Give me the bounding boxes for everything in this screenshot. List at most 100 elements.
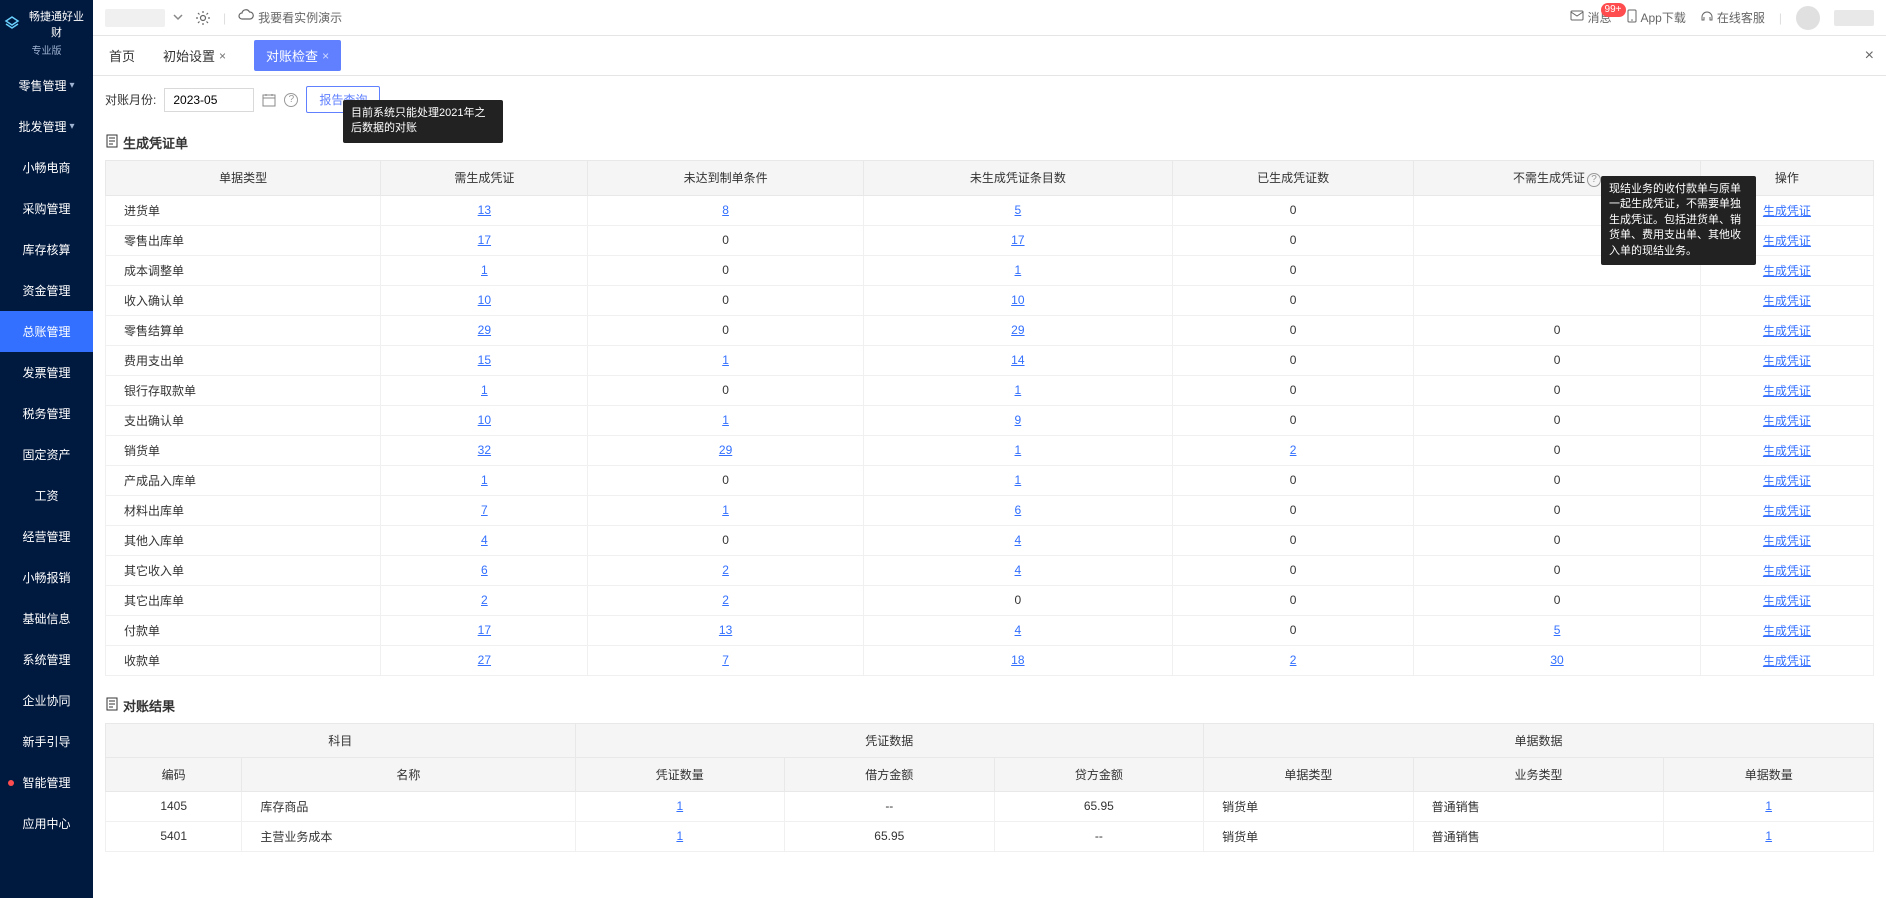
close-icon[interactable]: ×: [322, 49, 329, 63]
cell-link[interactable]: 13: [478, 203, 491, 217]
cell-link[interactable]: 7: [481, 503, 488, 517]
cell-link[interactable]: 1: [481, 383, 488, 397]
cell-link[interactable]: 15: [478, 353, 491, 367]
cell-link[interactable]: 17: [478, 233, 491, 247]
cell-link[interactable]: 1: [1765, 799, 1772, 813]
cell-link[interactable]: 17: [1011, 233, 1024, 247]
cell-link[interactable]: 1: [1015, 473, 1022, 487]
cell-link[interactable]: 32: [478, 443, 491, 457]
cell-link[interactable]: 29: [719, 443, 732, 457]
sidebar-item[interactable]: 小畅报销: [0, 557, 93, 598]
generate-voucher-link[interactable]: 生成凭证: [1763, 414, 1811, 428]
generate-voucher-link[interactable]: 生成凭证: [1763, 474, 1811, 488]
cell-link[interactable]: 1: [676, 799, 683, 813]
cell-link[interactable]: 1: [481, 263, 488, 277]
sidebar-item[interactable]: 系统管理: [0, 639, 93, 680]
cell-link[interactable]: 10: [478, 293, 491, 307]
cell-link[interactable]: 2: [722, 593, 729, 607]
cell-link[interactable]: 6: [481, 563, 488, 577]
cell-link[interactable]: 2: [481, 593, 488, 607]
generate-voucher-link[interactable]: 生成凭证: [1763, 504, 1811, 518]
sidebar-item[interactable]: 发票管理: [0, 352, 93, 393]
app-download-link[interactable]: App下载: [1626, 9, 1686, 26]
generate-voucher-link[interactable]: 生成凭证: [1763, 624, 1811, 638]
sidebar-item[interactable]: 企业协同: [0, 680, 93, 721]
tab[interactable]: 对账检查×: [254, 40, 341, 71]
cell-link[interactable]: 1: [722, 503, 729, 517]
cell-link[interactable]: 4: [1015, 533, 1022, 547]
sidebar-item[interactable]: 应用中心: [0, 803, 93, 844]
tab[interactable]: 首页: [109, 40, 135, 71]
sidebar-item[interactable]: 采购管理: [0, 188, 93, 229]
generate-voucher-link[interactable]: 生成凭证: [1763, 264, 1811, 278]
cell-link[interactable]: 17: [478, 623, 491, 637]
month-help-icon[interactable]: ?: [284, 93, 298, 107]
cell-link[interactable]: 29: [1011, 323, 1024, 337]
cell-link[interactable]: 14: [1011, 353, 1024, 367]
cell-link[interactable]: 7: [722, 653, 729, 667]
cell-link[interactable]: 1: [722, 413, 729, 427]
cell-link[interactable]: 1: [722, 353, 729, 367]
messages-link[interactable]: 消息 99+: [1570, 9, 1611, 26]
generate-voucher-link[interactable]: 生成凭证: [1763, 354, 1811, 368]
cell-link[interactable]: 29: [478, 323, 491, 337]
generate-voucher-link[interactable]: 生成凭证: [1763, 444, 1811, 458]
cell-link[interactable]: 6: [1015, 503, 1022, 517]
cell-link[interactable]: 1: [1015, 263, 1022, 277]
cell-link[interactable]: 13: [719, 623, 732, 637]
cell-link[interactable]: 27: [478, 653, 491, 667]
sidebar-item[interactable]: 零售管理▾: [0, 65, 93, 106]
sidebar-item[interactable]: 批发管理▾: [0, 106, 93, 147]
cell-link[interactable]: 4: [1015, 563, 1022, 577]
sidebar-item[interactable]: 工资: [0, 475, 93, 516]
month-input[interactable]: [164, 88, 254, 112]
sidebar-item[interactable]: 固定资产: [0, 434, 93, 475]
company-selector[interactable]: [105, 9, 183, 27]
cell-link[interactable]: 10: [478, 413, 491, 427]
cell-link[interactable]: 4: [481, 533, 488, 547]
generate-voucher-link[interactable]: 生成凭证: [1763, 324, 1811, 338]
cell-link[interactable]: 1: [481, 473, 488, 487]
cell-link[interactable]: 1: [1765, 829, 1772, 843]
generate-voucher-link[interactable]: 生成凭证: [1763, 204, 1811, 218]
cell-link[interactable]: 5: [1554, 623, 1561, 637]
cell-link[interactable]: 9: [1015, 413, 1022, 427]
service-link[interactable]: 在线客服: [1700, 9, 1765, 26]
tab[interactable]: 初始设置×: [163, 40, 226, 71]
demo-link[interactable]: 我要看实例演示: [238, 9, 342, 26]
generate-voucher-link[interactable]: 生成凭证: [1763, 654, 1811, 668]
sidebar-item[interactable]: 经营管理: [0, 516, 93, 557]
cell-link[interactable]: 1: [1015, 443, 1022, 457]
cell-link[interactable]: 2: [1290, 443, 1297, 457]
generate-voucher-link[interactable]: 生成凭证: [1763, 234, 1811, 248]
calendar-icon[interactable]: [262, 93, 276, 107]
sidebar-item[interactable]: 资金管理: [0, 270, 93, 311]
sidebar-item[interactable]: 小畅电商: [0, 147, 93, 188]
generate-voucher-link[interactable]: 生成凭证: [1763, 534, 1811, 548]
cell-link[interactable]: 10: [1011, 293, 1024, 307]
sidebar-item[interactable]: 总账管理: [0, 311, 93, 352]
sidebar-item[interactable]: 新手引导: [0, 721, 93, 762]
cell-link[interactable]: 2: [1290, 653, 1297, 667]
cell-link[interactable]: 5: [1015, 203, 1022, 217]
cell-link[interactable]: 2: [722, 563, 729, 577]
sidebar-item[interactable]: 基础信息: [0, 598, 93, 639]
cell-link[interactable]: 4: [1015, 623, 1022, 637]
cell-link[interactable]: 1: [676, 829, 683, 843]
gear-icon[interactable]: [195, 10, 211, 26]
avatar[interactable]: [1796, 6, 1820, 30]
generate-voucher-link[interactable]: 生成凭证: [1763, 564, 1811, 578]
close-all-tabs[interactable]: ×: [1865, 47, 1874, 65]
sidebar-item[interactable]: 税务管理: [0, 393, 93, 434]
generate-voucher-link[interactable]: 生成凭证: [1763, 384, 1811, 398]
sidebar-item[interactable]: 库存核算: [0, 229, 93, 270]
generate-voucher-link[interactable]: 生成凭证: [1763, 594, 1811, 608]
generate-voucher-link[interactable]: 生成凭证: [1763, 294, 1811, 308]
sidebar-item[interactable]: 智能管理: [0, 762, 93, 803]
close-icon[interactable]: ×: [219, 49, 226, 63]
cell-link[interactable]: 1: [1015, 383, 1022, 397]
cell-link[interactable]: 30: [1550, 653, 1563, 667]
cell-link[interactable]: 18: [1011, 653, 1024, 667]
help-icon[interactable]: ?: [1587, 173, 1601, 187]
cell-link[interactable]: 8: [722, 203, 729, 217]
